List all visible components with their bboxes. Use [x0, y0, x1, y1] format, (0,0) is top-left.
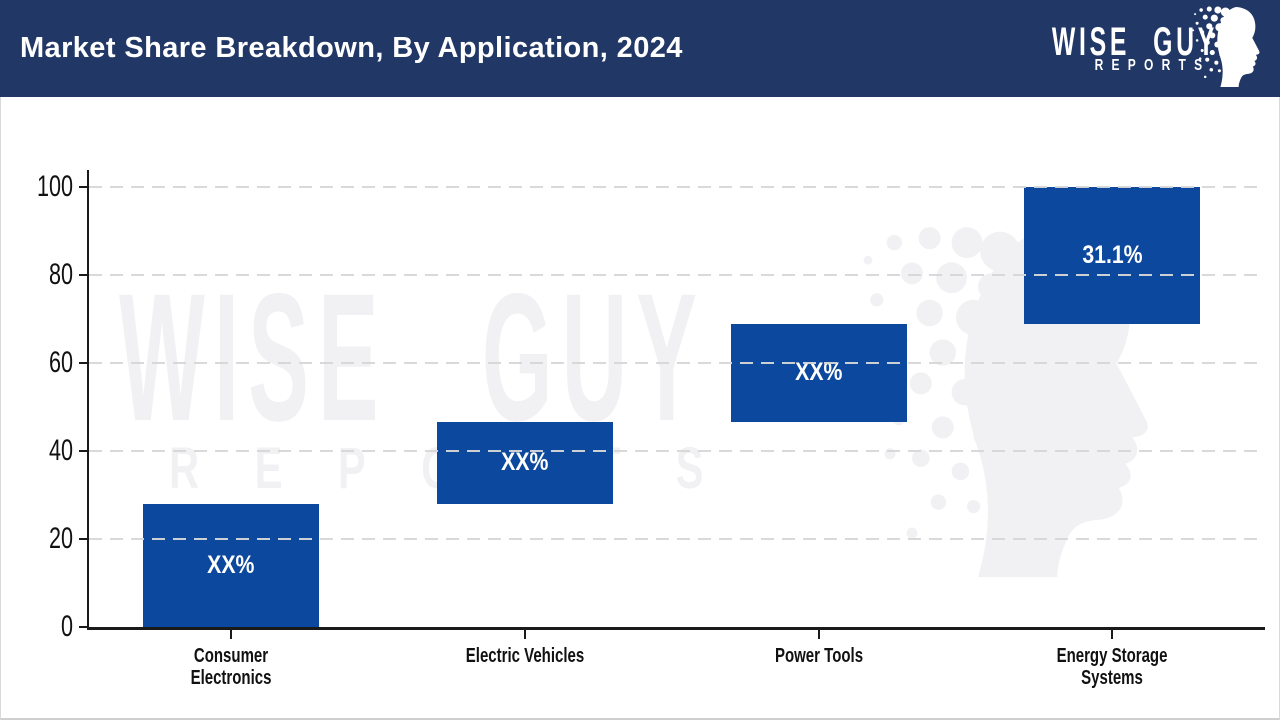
y-tick-mark-0	[79, 626, 87, 628]
bar-power-tools: XX%	[731, 323, 907, 422]
y-tick-mark-20	[79, 538, 87, 540]
gridline-100	[89, 186, 1263, 188]
y-tick-mark-40	[79, 450, 87, 452]
x-tick-mark-consumer-electronics	[230, 630, 232, 639]
wiseguy-face-icon	[1192, 6, 1260, 87]
y-axis-line	[87, 170, 89, 629]
bar-electric-vehicles: XX%	[437, 421, 613, 504]
y-tick-label-80: 80	[48, 258, 73, 291]
chart-area: WISE GUY REPORTS 0 20 40 60 80 100 XX% Consumer…	[0, 97, 1280, 720]
x-tick-mark-energy-storage-systems	[1111, 630, 1113, 639]
page-title: Market Share Breakdown, By Application, …	[20, 32, 683, 64]
x-tick-mark-electric-vehicles	[524, 630, 526, 639]
bar-consumer-electronics: XX%	[143, 503, 319, 627]
category-label-power-tools: Power Tools	[774, 645, 864, 667]
y-tick-mark-60	[79, 362, 87, 364]
category-label-electric-vehicles: Electric Vehicles	[465, 645, 585, 667]
wiseguy-logo-name: WISE GUY	[1051, 20, 1218, 64]
gridline-20	[89, 538, 1263, 540]
category-label-energy-storage-systems: Energy Storage Systems	[1056, 645, 1168, 689]
bar-energy-storage-systems: 31.1%	[1024, 187, 1200, 324]
watermark-text: WISE GUY	[119, 255, 707, 459]
y-tick-label-20: 20	[48, 522, 73, 555]
category-label-consumer-electronics: Consumer Electronics	[190, 645, 272, 689]
bar-value-label: XX%	[501, 448, 549, 477]
watermark-text-sub: REPORTS	[169, 440, 759, 498]
y-tick-label-40: 40	[48, 434, 73, 467]
gridline-60	[89, 362, 1263, 364]
y-tick-mark-80	[79, 274, 87, 276]
x-axis-line	[87, 627, 1265, 630]
header: Market Share Breakdown, By Application, …	[0, 0, 1280, 97]
x-tick-mark-power-tools	[818, 630, 820, 639]
gridline-40	[89, 450, 1263, 452]
y-tick-mark-100	[79, 186, 87, 188]
bar-value-label: XX%	[207, 550, 255, 579]
y-tick-label-100: 100	[36, 170, 73, 203]
bar-value-label: 31.1%	[1081, 240, 1143, 269]
y-tick-label-0: 0	[60, 610, 73, 643]
y-tick-label-60: 60	[48, 346, 73, 379]
gridline-80	[89, 274, 1263, 276]
wiseguy-logo-reports: REPORTS	[1094, 57, 1210, 74]
